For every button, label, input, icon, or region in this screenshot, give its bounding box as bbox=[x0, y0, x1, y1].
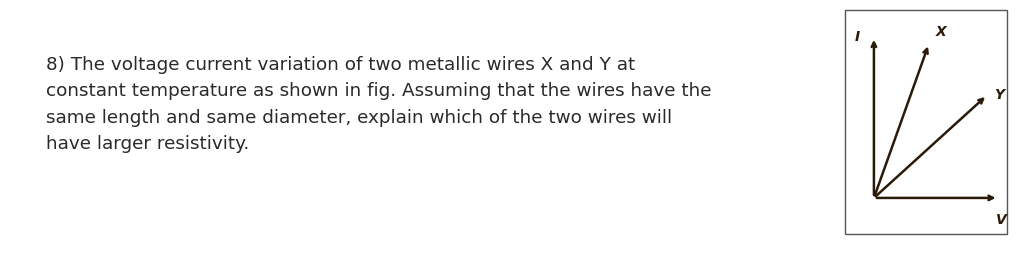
Text: I: I bbox=[855, 30, 860, 44]
Text: Y: Y bbox=[993, 88, 1004, 102]
Text: 8) The voltage current variation of two metallic wires X and Y at
constant tempe: 8) The voltage current variation of two … bbox=[46, 56, 712, 153]
Text: X: X bbox=[935, 25, 946, 39]
Text: V: V bbox=[996, 213, 1008, 227]
